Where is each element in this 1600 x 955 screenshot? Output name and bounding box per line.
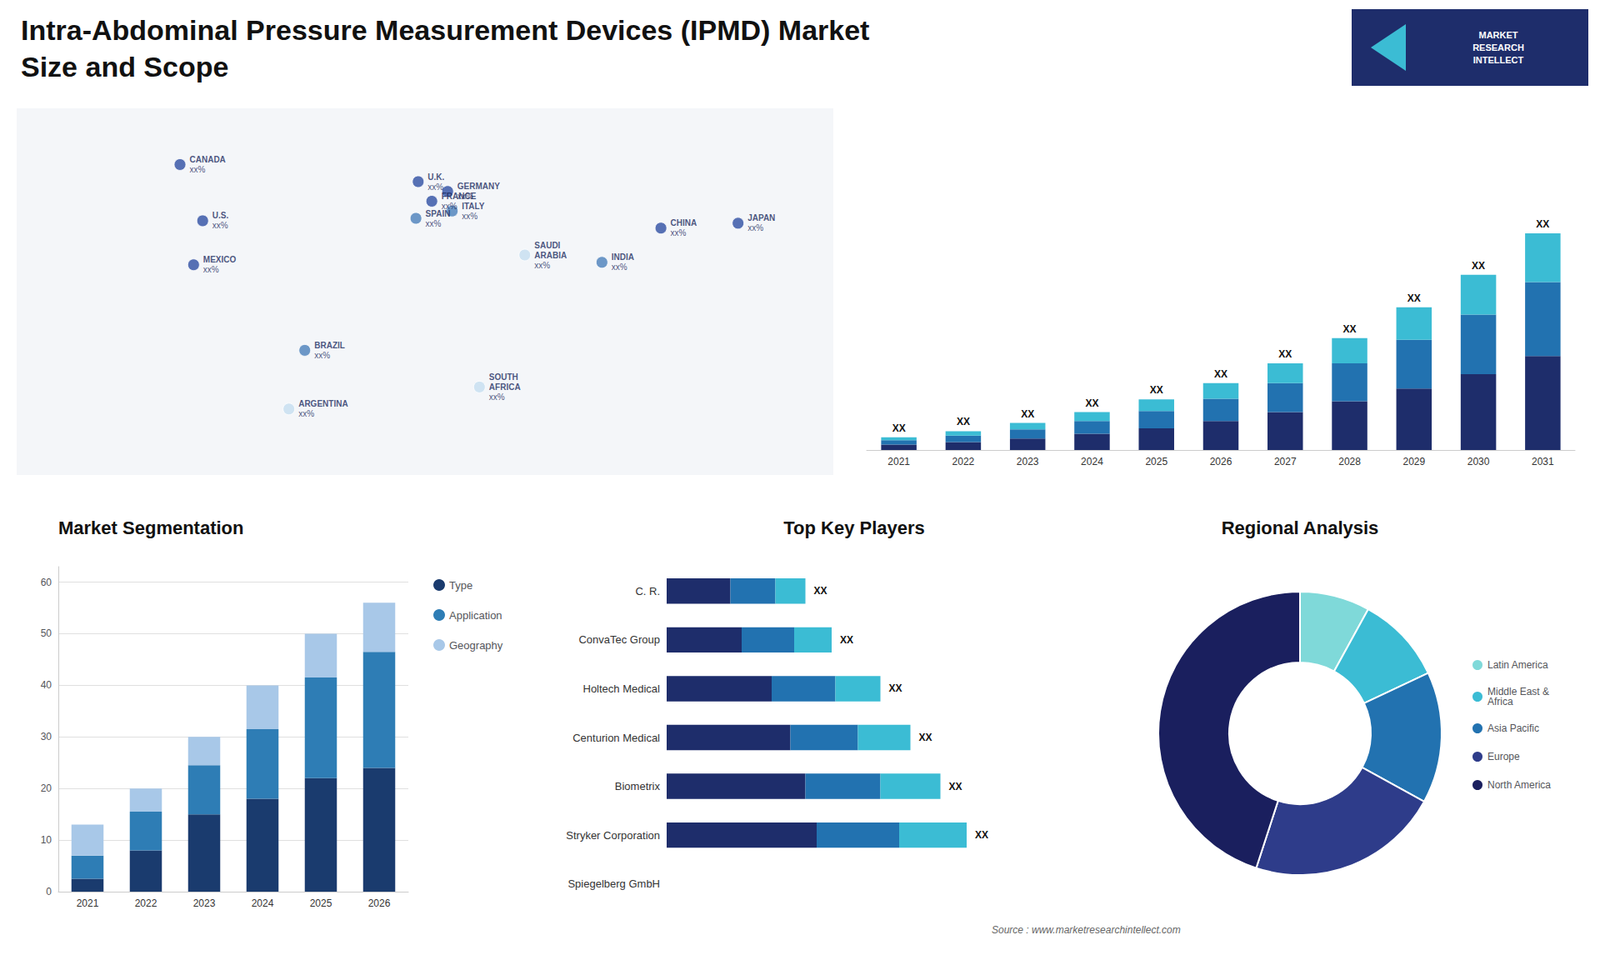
svg-text:JAPAN: JAPAN xyxy=(747,213,775,223)
svg-text:50: 50 xyxy=(40,627,53,640)
svg-text:xx%: xx% xyxy=(489,392,505,402)
svg-text:XX: XX xyxy=(814,585,828,597)
svg-text:2026: 2026 xyxy=(1210,455,1233,468)
svg-text:ConvaTec Group: ConvaTec Group xyxy=(578,633,660,646)
svg-text:C. R.: C. R. xyxy=(635,585,660,598)
svg-text:XX: XX xyxy=(1020,408,1035,420)
svg-text:SPAIN: SPAIN xyxy=(425,209,451,219)
svg-text:ARABIA: ARABIA xyxy=(534,250,567,260)
svg-text:Type: Type xyxy=(449,579,473,592)
svg-text:XX: XX xyxy=(1085,397,1099,410)
svg-text:xx%: xx% xyxy=(441,201,458,211)
svg-text:Holtech Medical: Holtech Medical xyxy=(583,682,661,695)
svg-text:Regional Analysis: Regional Analysis xyxy=(1221,517,1380,539)
svg-text:Africa: Africa xyxy=(1487,695,1514,708)
svg-text:2022: 2022 xyxy=(952,455,975,468)
svg-text:INTELLECT: INTELLECT xyxy=(1473,55,1525,65)
svg-text:XX: XX xyxy=(1407,292,1421,305)
svg-text:xx%: xx% xyxy=(427,182,444,192)
svg-text:2028: 2028 xyxy=(1338,455,1361,468)
svg-text:2027: 2027 xyxy=(1274,455,1297,468)
svg-text:Stryker Corporation: Stryker Corporation xyxy=(565,829,660,842)
svg-text:2031: 2031 xyxy=(1531,455,1555,468)
svg-text:xx%: xx% xyxy=(461,211,478,221)
svg-text:2024: 2024 xyxy=(1080,455,1104,468)
svg-text:Biometrix: Biometrix xyxy=(615,780,661,793)
svg-text:Geography: Geography xyxy=(449,639,504,652)
svg-text:RESEARCH: RESEARCH xyxy=(1472,42,1525,53)
svg-text:xx%: xx% xyxy=(190,165,206,175)
svg-text:xx%: xx% xyxy=(747,223,764,233)
svg-text:Asia Pacific: Asia Pacific xyxy=(1487,722,1540,735)
svg-text:Latin America: Latin America xyxy=(1487,659,1549,671)
svg-text:xx%: xx% xyxy=(425,219,442,229)
svg-text:MARKET: MARKET xyxy=(1478,30,1518,40)
svg-text:xx%: xx% xyxy=(457,191,474,201)
svg-text:xx%: xx% xyxy=(314,350,330,360)
svg-text:2024: 2024 xyxy=(251,897,275,910)
svg-text:40: 40 xyxy=(40,679,53,691)
svg-text:Source : www.marketresearchint: Source : www.marketresearchintellect.com xyxy=(991,924,1181,936)
svg-text:XX: XX xyxy=(840,634,854,646)
svg-text:U.K.: U.K. xyxy=(427,172,445,182)
svg-text:MEXICO: MEXICO xyxy=(203,255,237,265)
svg-text:xx%: xx% xyxy=(534,260,550,270)
svg-text:2025: 2025 xyxy=(1145,455,1168,468)
svg-text:AFRICA: AFRICA xyxy=(489,382,521,392)
svg-text:Market Segmentation: Market Segmentation xyxy=(58,517,245,539)
svg-text:XX: XX xyxy=(889,682,903,695)
svg-text:ARGENTINA: ARGENTINA xyxy=(298,399,348,409)
svg-text:10: 10 xyxy=(40,834,53,846)
svg-text:2021: 2021 xyxy=(76,897,100,910)
svg-text:XX: XX xyxy=(919,731,933,744)
svg-text:Spiegelberg GmbH: Spiegelberg GmbH xyxy=(567,877,660,890)
svg-text:XX: XX xyxy=(1214,368,1228,380)
svg-text:XX: XX xyxy=(1343,323,1357,335)
svg-text:30: 30 xyxy=(40,730,53,743)
svg-text:2023: 2023 xyxy=(1016,455,1040,468)
svg-text:2022: 2022 xyxy=(135,897,158,910)
svg-text:xx%: xx% xyxy=(212,220,229,230)
svg-text:xx%: xx% xyxy=(298,409,315,419)
svg-text:SOUTH: SOUTH xyxy=(489,372,519,382)
svg-text:INDIA: INDIA xyxy=(611,252,635,262)
svg-text:CHINA: CHINA xyxy=(670,218,698,228)
svg-text:Centurion Medical: Centurion Medical xyxy=(572,731,660,745)
svg-text:XX: XX xyxy=(1278,348,1292,360)
svg-text:Intra-Abdominal Pressure Measu: Intra-Abdominal Pressure Measurement Dev… xyxy=(20,14,870,46)
svg-text:2021: 2021 xyxy=(887,455,910,468)
svg-text:XX: XX xyxy=(956,415,970,428)
svg-text:Middle East &: Middle East & xyxy=(1487,685,1550,698)
svg-text:Europe: Europe xyxy=(1487,750,1520,763)
svg-text:XX: XX xyxy=(949,780,963,793)
svg-text:U.S.: U.S. xyxy=(212,210,230,220)
svg-text:Application: Application xyxy=(449,609,503,622)
svg-text:ITALY: ITALY xyxy=(461,201,485,211)
svg-text:60: 60 xyxy=(40,576,53,589)
svg-text:2025: 2025 xyxy=(310,897,333,910)
svg-text:XX: XX xyxy=(1535,218,1550,230)
svg-text:xx%: xx% xyxy=(203,265,220,275)
svg-text:FRANCE: FRANCE xyxy=(441,191,477,201)
svg-text:CANADA: CANADA xyxy=(190,155,226,165)
svg-text:2023: 2023 xyxy=(193,897,216,910)
svg-text:Size and Scope: Size and Scope xyxy=(20,50,229,83)
svg-text:xx%: xx% xyxy=(670,228,687,238)
svg-text:2026: 2026 xyxy=(368,897,391,910)
svg-text:North America: North America xyxy=(1487,779,1551,791)
svg-text:0: 0 xyxy=(45,885,52,898)
svg-text:2029: 2029 xyxy=(1402,455,1425,468)
svg-text:2030: 2030 xyxy=(1467,455,1490,468)
svg-text:SAUDI: SAUDI xyxy=(534,240,560,250)
svg-text:GERMANY: GERMANY xyxy=(457,181,500,191)
svg-text:XX: XX xyxy=(892,422,906,435)
svg-text:XX: XX xyxy=(975,829,989,841)
svg-text:20: 20 xyxy=(40,782,53,795)
svg-text:Top Key Players: Top Key Players xyxy=(783,517,925,539)
svg-text:xx%: xx% xyxy=(611,262,628,272)
svg-text:BRAZIL: BRAZIL xyxy=(314,340,345,350)
svg-text:XX: XX xyxy=(1150,384,1164,396)
svg-text:XX: XX xyxy=(1471,260,1485,272)
